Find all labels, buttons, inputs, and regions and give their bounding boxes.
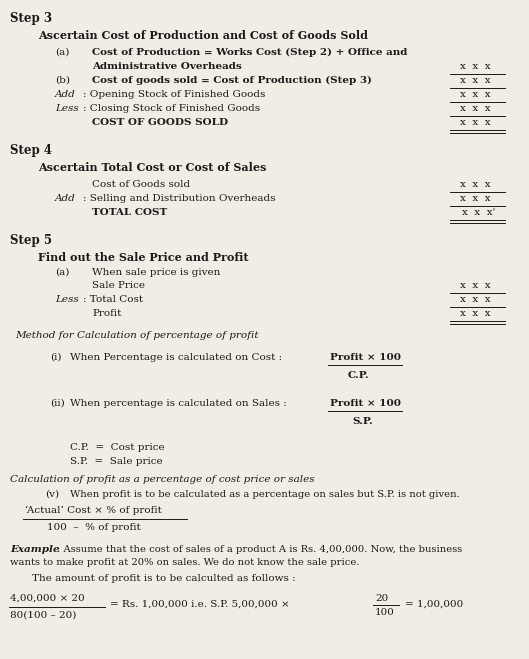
Text: COST OF GOODS SOLD: COST OF GOODS SOLD (92, 118, 228, 127)
Text: Ascertain Total Cost or Cost of Sales: Ascertain Total Cost or Cost of Sales (38, 162, 267, 173)
Text: : Opening Stock of Finished Goods: : Opening Stock of Finished Goods (83, 90, 266, 99)
Text: x  x  x: x x x (460, 104, 490, 113)
Text: (v): (v) (45, 490, 59, 499)
Text: = 1,00,000: = 1,00,000 (405, 600, 463, 609)
Text: Profit: Profit (92, 309, 121, 318)
Text: (ii): (ii) (50, 399, 65, 408)
Text: 4,00,000 × 20: 4,00,000 × 20 (10, 594, 85, 603)
Text: = Rs. 1,00,000 i.e. S.P. 5,00,000 ×: = Rs. 1,00,000 i.e. S.P. 5,00,000 × (110, 600, 290, 609)
Text: wants to make profit at 20% on sales. We do not know the sale price.: wants to make profit at 20% on sales. We… (10, 558, 360, 567)
Text: Find out the Sale Price and Profit: Find out the Sale Price and Profit (38, 252, 249, 263)
Text: : Closing Stock of Finished Goods: : Closing Stock of Finished Goods (83, 104, 260, 113)
Text: x  x  x: x x x (460, 180, 490, 189)
Text: Step 4: Step 4 (10, 144, 52, 157)
Text: x  x  x: x x x (460, 62, 490, 71)
Text: S.P.: S.P. (352, 417, 373, 426)
Text: Ascertain Cost of Production and Cost of Goods Sold: Ascertain Cost of Production and Cost of… (38, 30, 368, 41)
Text: ‘Actual’ Cost × % of profit: ‘Actual’ Cost × % of profit (25, 506, 162, 515)
Text: x  x  x': x x x' (462, 208, 495, 217)
Text: TOTAL COST: TOTAL COST (92, 208, 167, 217)
Text: (b): (b) (55, 76, 70, 85)
Text: When percentage is calculated on Sales :: When percentage is calculated on Sales : (70, 399, 287, 408)
Text: (i): (i) (50, 353, 61, 362)
Text: x  x  x: x x x (460, 295, 490, 304)
Text: Cost of goods sold = Cost of Production (Step 3): Cost of goods sold = Cost of Production … (92, 76, 372, 85)
Text: Method for Calculation of percentage of profit: Method for Calculation of percentage of … (15, 331, 259, 340)
Text: Sale Price: Sale Price (92, 281, 145, 290)
Text: Cost of Production = Works Cost (Step 2) + Office and: Cost of Production = Works Cost (Step 2)… (92, 48, 407, 57)
Text: (a): (a) (55, 268, 69, 277)
Text: The amount of profit is to be calculted as follows :: The amount of profit is to be calculted … (32, 574, 296, 583)
Text: Add: Add (55, 194, 76, 203)
Text: (a): (a) (55, 48, 69, 57)
Text: x  x  x: x x x (460, 309, 490, 318)
Text: 100: 100 (375, 608, 395, 617)
Text: x  x  x: x x x (460, 90, 490, 99)
Text: S.P.  =  Sale price: S.P. = Sale price (70, 457, 162, 466)
Text: Add: Add (55, 90, 76, 99)
Text: 20: 20 (375, 594, 388, 603)
Text: Less: Less (55, 295, 79, 304)
Text: x  x  x: x x x (460, 76, 490, 85)
Text: : Assume that the cost of sales of a product A is Rs. 4,00,000. Now, the busines: : Assume that the cost of sales of a pro… (57, 545, 462, 554)
Text: Administrative Overheads: Administrative Overheads (92, 62, 242, 71)
Text: When sale price is given: When sale price is given (92, 268, 221, 277)
Text: When Percentage is calculated on Cost :: When Percentage is calculated on Cost : (70, 353, 282, 362)
Text: Step 5: Step 5 (10, 234, 52, 247)
Text: Step 3: Step 3 (10, 12, 52, 25)
Text: 100  –  % of profit: 100 – % of profit (47, 523, 141, 532)
Text: Calculation of profit as a percentage of cost price or sales: Calculation of profit as a percentage of… (10, 475, 315, 484)
Text: 80(100 – 20): 80(100 – 20) (10, 611, 76, 620)
Text: Less: Less (55, 104, 79, 113)
Text: When profit is to be calculated as a percentage on sales but S.P. is not given.: When profit is to be calculated as a per… (70, 490, 460, 499)
Text: : Total Cost: : Total Cost (83, 295, 143, 304)
Text: Example: Example (10, 545, 60, 554)
Text: Cost of Goods sold: Cost of Goods sold (92, 180, 190, 189)
Text: C.P.: C.P. (348, 371, 370, 380)
Text: Profit × 100: Profit × 100 (330, 353, 401, 362)
Text: : Selling and Distribution Overheads: : Selling and Distribution Overheads (83, 194, 276, 203)
Text: Profit × 100: Profit × 100 (330, 399, 401, 408)
Text: x  x  x: x x x (460, 118, 490, 127)
Text: x  x  x: x x x (460, 194, 490, 203)
Text: x  x  x: x x x (460, 281, 490, 290)
Text: C.P.  =  Cost price: C.P. = Cost price (70, 443, 165, 452)
